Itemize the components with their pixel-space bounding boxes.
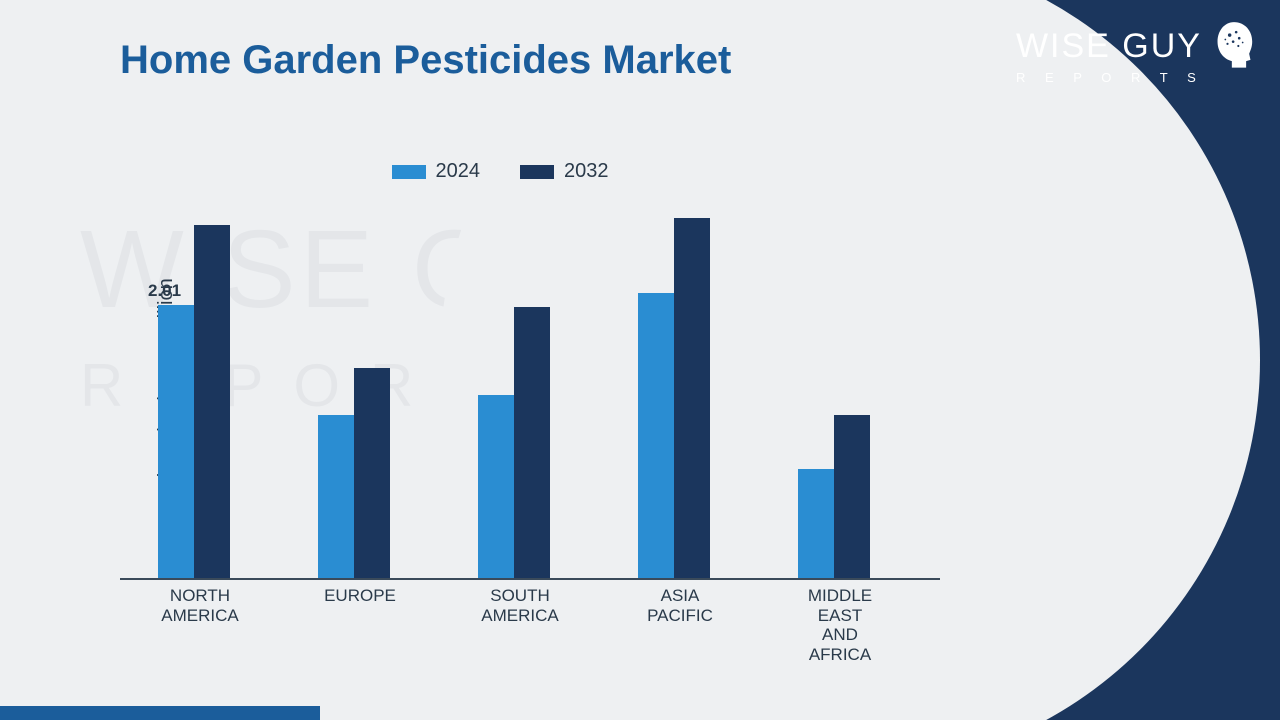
bar-2024	[158, 305, 194, 578]
bar-2032	[354, 368, 390, 578]
x-axis-label: ASIAPACIFIC	[620, 586, 740, 625]
legend: 2024 2032	[60, 160, 940, 183]
bar-2032	[674, 218, 710, 578]
bar-2024	[638, 293, 674, 578]
brand-sub: R E P O R T S	[1016, 70, 1260, 85]
sidebar: WISE GUY R E P O R T S	[960, 0, 1280, 720]
bar-2032	[834, 415, 870, 578]
x-axis-label: NORTHAMERICA	[140, 586, 260, 625]
stage: WISE GUY REPORTS WISE GUY R E P O R T S …	[0, 0, 1280, 720]
head-icon	[1208, 20, 1260, 72]
x-axis-label: EUROPE	[300, 586, 420, 606]
plot-area: 2.01NORTHAMERICAEUROPESOUTHAMERICAASIAPA…	[120, 200, 940, 580]
bar-2032	[514, 307, 550, 578]
legend-item: 2024	[392, 160, 481, 183]
bar-2032	[194, 225, 230, 578]
chart-title: Home Garden Pesticides Market	[120, 38, 731, 83]
bar-2024	[478, 395, 514, 578]
x-axis-label: SOUTHAMERICA	[460, 586, 580, 625]
value-label: 2.01	[148, 281, 181, 301]
footer-accent	[0, 706, 320, 720]
x-axis-label: MIDDLEEASTANDAFRICA	[780, 586, 900, 664]
legend-item: 2032	[520, 160, 609, 183]
chart-area: Market Size in USD Billion 20242032 2.01…	[60, 160, 940, 630]
bar-2024	[318, 415, 354, 578]
brand-logo: WISE GUY R E P O R T S	[1016, 20, 1260, 85]
bar-2024	[798, 469, 834, 578]
brand-name: WISE GUY	[1016, 27, 1202, 66]
